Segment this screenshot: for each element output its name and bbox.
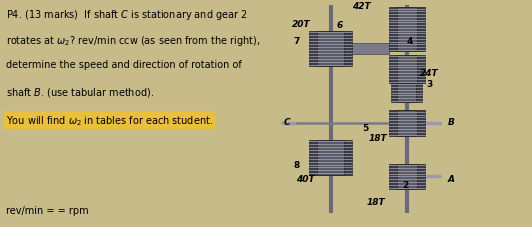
Text: 2: 2 [402,180,408,189]
Bar [317,140,344,175]
Text: 4: 4 [406,37,412,46]
Bar [388,111,425,137]
Bar [391,84,422,103]
Text: 3: 3 [426,80,433,89]
Bar [397,84,416,103]
Text: 8: 8 [294,160,300,169]
Text: 5: 5 [363,124,369,133]
Text: A: A [447,175,454,183]
Text: 6: 6 [336,20,343,30]
Text: shaft $B$. (use tabular method).: shaft $B$. (use tabular method). [6,85,154,98]
Text: 18T: 18T [368,134,387,143]
Text: 42T: 42T [352,2,371,11]
Bar [397,55,417,84]
Bar [388,55,425,84]
Text: 24T: 24T [420,69,439,77]
Bar [353,44,388,54]
Bar [397,8,417,52]
Text: B: B [447,118,454,127]
Bar [388,164,425,189]
Bar [309,32,353,67]
Text: rotates at $\omega_2$? rev/min ccw (as seen from the right),: rotates at $\omega_2$? rev/min ccw (as s… [6,34,260,47]
Text: rev/min = = rpm: rev/min = = rpm [6,205,89,215]
Bar [309,140,353,175]
Bar [388,8,425,52]
Text: You will find $\omega_2$ in tables for each student.: You will find $\omega_2$ in tables for e… [6,114,213,127]
Text: 40T: 40T [296,175,315,183]
Text: 7: 7 [294,37,300,46]
Bar [317,32,344,67]
Bar [397,164,417,189]
Text: determine the speed and direction of rotation of: determine the speed and direction of rot… [6,59,242,69]
Text: 18T: 18T [367,197,386,206]
Text: 20T: 20T [292,20,311,29]
Text: C: C [283,118,290,127]
Bar [397,111,417,137]
Text: P4. (13 marks)  If shaft $C$ is stationary and gear 2: P4. (13 marks) If shaft $C$ is stationar… [6,7,248,22]
